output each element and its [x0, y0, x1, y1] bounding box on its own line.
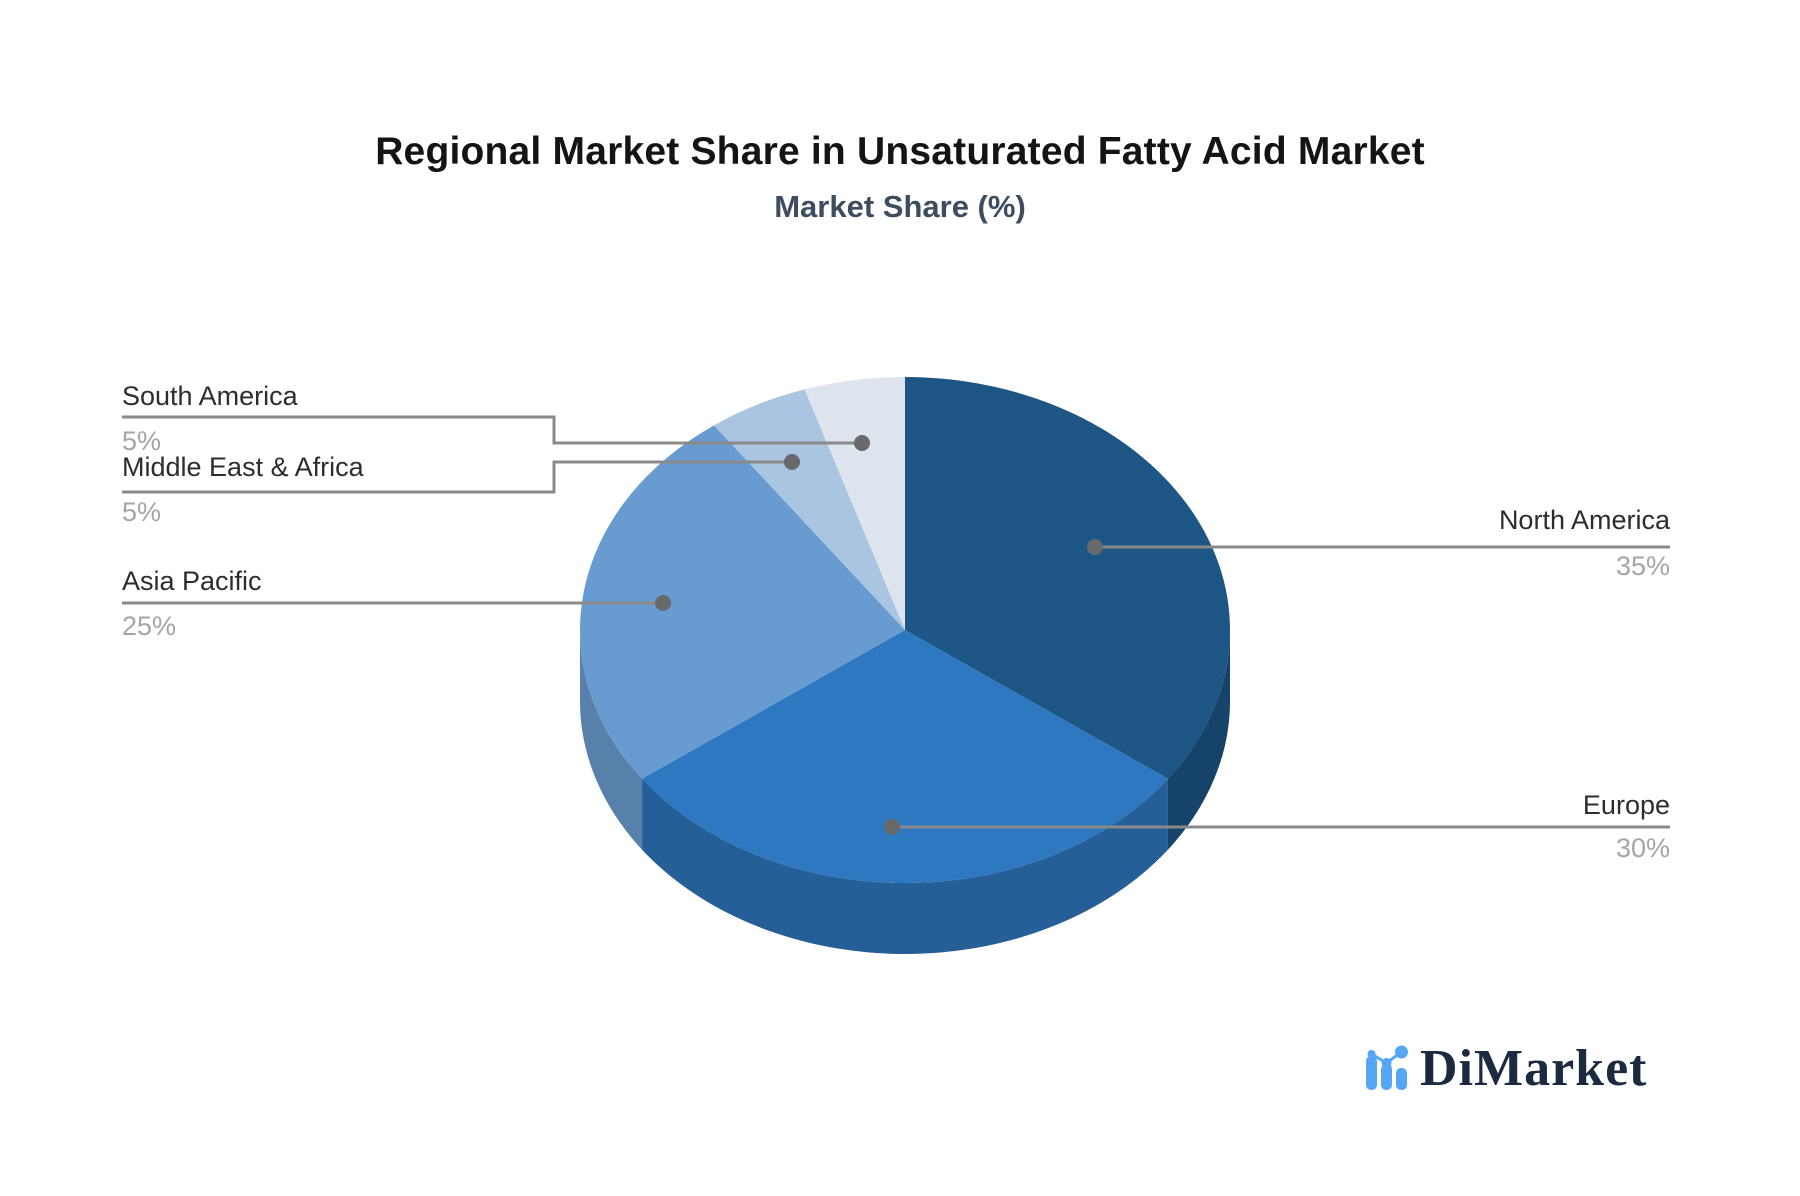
label-north-america-text: North America [1498, 505, 1670, 535]
label-middle-east-africa: Middle East & Africa [122, 452, 364, 483]
callout-dot-europe [884, 819, 900, 835]
label-south-america-text: South America [122, 381, 298, 411]
value-asia-pacific: 25% [122, 611, 176, 642]
label-north-america: North America [1499, 505, 1670, 536]
label-europe: Europe [1583, 790, 1670, 821]
label-asia-pacific: Asia Pacific [122, 566, 262, 597]
callout-line-middle-east-africa [122, 460, 792, 494]
value-south-america: 5% [122, 426, 161, 457]
label-europe-text: Europe [1582, 790, 1670, 820]
value-north-america-text: 35% [1615, 551, 1670, 581]
value-europe: 30% [1616, 833, 1670, 864]
label-asia-pacific-text: Asia Pacific [122, 566, 262, 596]
pie-rim-north-america [1167, 630, 1230, 850]
value-north-america: 35% [1616, 551, 1670, 582]
value-europe-text: 30% [1615, 833, 1670, 863]
label-middle-east-africa-text: Middle East & Africa [122, 452, 364, 482]
label-south-america: South America [122, 381, 298, 412]
value-south-america-text: 5% [122, 426, 162, 456]
pie-slice-south-america [804, 377, 905, 630]
pie-slice-asia-pacific [580, 425, 905, 779]
pie-rim-asia-pacific [580, 630, 643, 850]
pie-slice-middle-east-africa [713, 389, 905, 630]
callout-dot-north-america [1087, 539, 1103, 555]
chart-title: Regional Market Share in Unsaturated Fat… [375, 130, 1425, 173]
callout-dot-asia-pacific [655, 595, 671, 611]
pie-slice-europe [642, 630, 1168, 883]
callout-line-south-america [122, 415, 862, 445]
value-middle-east-africa: 5% [122, 497, 161, 528]
value-middle-east-africa-text: 5% [122, 497, 162, 527]
pie-slice-north-america [905, 377, 1230, 779]
chart-subtitle: Market Share (%) [774, 189, 1026, 224]
pie-rim-europe [642, 778, 1168, 954]
callout-dot-middle-east-africa [784, 454, 800, 470]
brand-name: DiMarket [1420, 1039, 1648, 1097]
brand-logo: DiMarket [1352, 1038, 1647, 1098]
brand-bar-chart-icon [1366, 1045, 1408, 1090]
value-asia-pacific-text: 25% [122, 611, 177, 641]
callout-dot-south-america [854, 435, 870, 451]
